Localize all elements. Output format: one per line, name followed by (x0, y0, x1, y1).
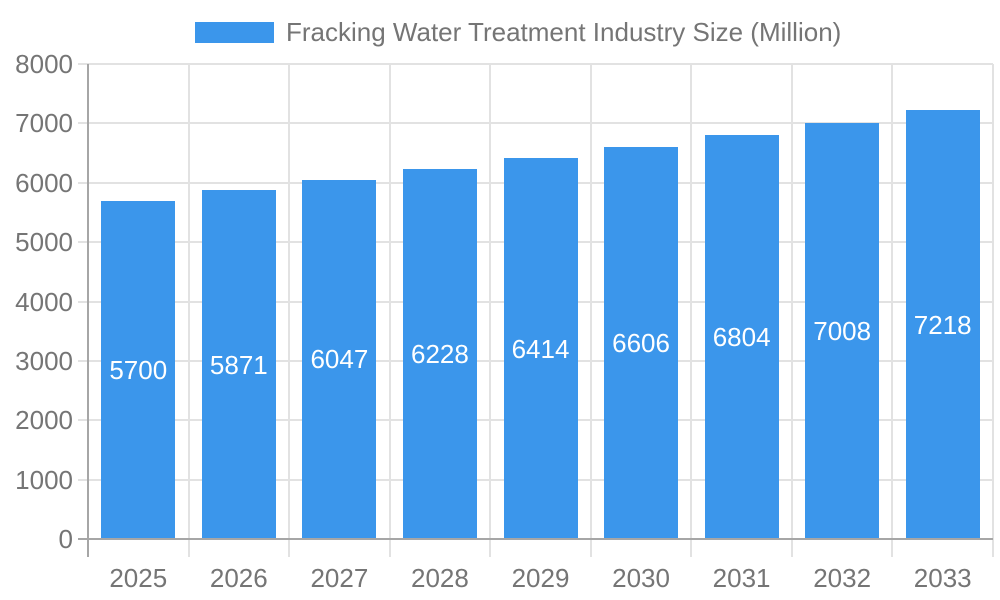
bar-value-label: 6804 (712, 322, 771, 352)
v-gridline (891, 64, 894, 557)
v-gridline (790, 64, 793, 557)
x-axis-line (78, 538, 993, 540)
x-tick-label: 2027 (310, 563, 369, 593)
y-tick-label: 1000 (15, 464, 73, 495)
legend-label: Fracking Water Treatment Industry Size (… (286, 17, 842, 47)
x-tick-label: 2030 (612, 563, 670, 593)
y-tick-label: 4000 (15, 286, 73, 317)
bar-value-label: 7008 (813, 315, 872, 346)
bar-value-label: 6606 (612, 327, 670, 358)
y-tick-label: 2000 (15, 405, 73, 436)
v-gridline (388, 64, 391, 557)
y-tick-label: 3000 (15, 345, 73, 376)
bar-value-label: 5871 (209, 349, 268, 380)
y-tick-label: 7000 (15, 108, 73, 139)
y-tick-label: 8000 (15, 49, 73, 79)
x-tick-label: 2032 (813, 563, 872, 593)
h-gridline (78, 63, 993, 65)
y-axis-line (87, 64, 89, 557)
y-tick-label: 5000 (15, 227, 73, 258)
bar[interactable] (101, 200, 176, 539)
bar[interactable] (805, 122, 880, 539)
bar-value-label: 6047 (310, 344, 369, 375)
x-tick-label: 2029 (511, 563, 570, 593)
bar[interactable] (905, 110, 980, 539)
x-tick-label: 2028 (411, 563, 469, 593)
x-tick-label: 2025 (109, 563, 168, 593)
v-gridline (288, 64, 291, 557)
y-tick-label: 0 (58, 524, 73, 554)
y-tick-label: 6000 (15, 167, 73, 198)
legend-swatch[interactable] (195, 22, 274, 43)
bar-value-label: 6228 (411, 339, 469, 370)
bar[interactable] (503, 158, 578, 539)
bar[interactable] (704, 135, 779, 539)
bar-value-label: 6414 (511, 333, 570, 364)
x-tick-label: 2033 (913, 563, 972, 593)
x-tick-label: 2026 (209, 563, 268, 593)
bar-value-label: 5700 (109, 354, 168, 385)
h-gridline (78, 122, 993, 125)
bar-value-label: 7218 (913, 309, 972, 340)
bar[interactable] (302, 179, 377, 539)
v-gridline (589, 64, 592, 557)
v-gridline (489, 64, 492, 557)
v-gridline (992, 64, 994, 557)
bar[interactable] (604, 146, 679, 539)
v-gridline (187, 64, 190, 557)
bar[interactable] (402, 169, 477, 539)
x-tick-label: 2031 (712, 563, 771, 593)
bar[interactable] (201, 190, 276, 539)
v-gridline (690, 64, 693, 557)
